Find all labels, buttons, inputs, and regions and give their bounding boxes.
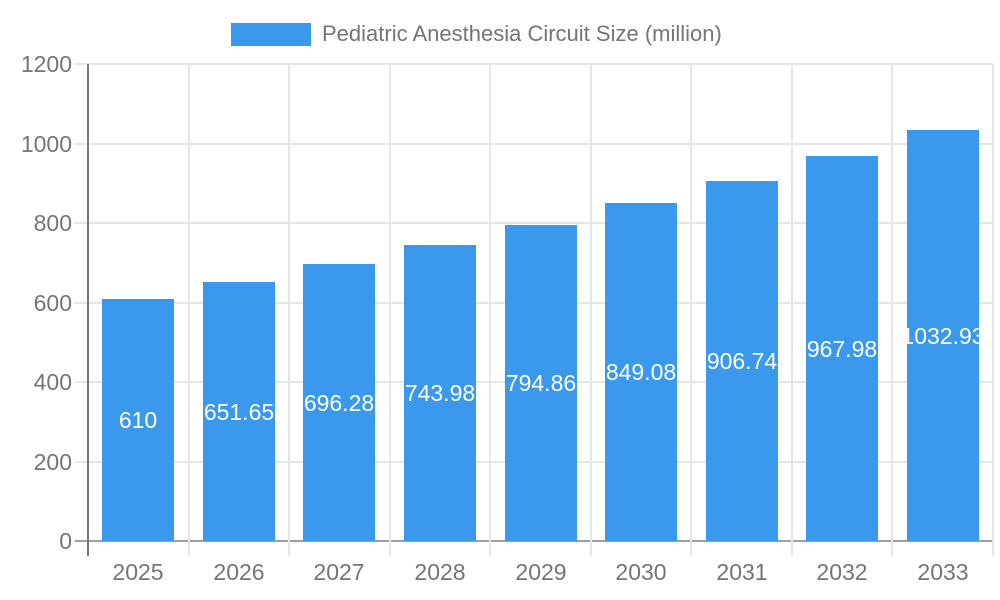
y-axis-tick-label: 200 <box>33 449 72 475</box>
legend-swatch-icon <box>231 22 311 46</box>
y-axis-tick-label: 600 <box>33 290 72 316</box>
category-gridline <box>992 64 994 556</box>
x-axis-tick-label: 2025 <box>112 559 164 585</box>
bar-value-label: 610 <box>118 407 158 433</box>
x-axis-tick-label: 2031 <box>716 559 768 585</box>
bar-value-label: 967.98 <box>806 336 878 362</box>
category-gridline <box>288 64 290 556</box>
bar-value-label: 849.08 <box>605 359 677 385</box>
y-axis-tick-label: 400 <box>33 369 72 395</box>
bar-2032[interactable] <box>806 156 878 541</box>
bar-2028[interactable] <box>404 245 476 541</box>
y-axis-line <box>87 64 89 556</box>
x-axis-tick-label: 2027 <box>313 559 365 585</box>
bar-value-label: 651.65 <box>203 399 275 425</box>
y-axis-tick-label: 0 <box>59 528 72 554</box>
category-gridline <box>489 64 491 556</box>
category-gridline <box>389 64 391 556</box>
x-axis-tick-label: 2028 <box>414 559 466 585</box>
bar-2027[interactable] <box>303 264 375 541</box>
category-gridline <box>188 64 190 556</box>
bar-value-label: 906.74 <box>706 348 778 374</box>
category-gridline <box>690 64 692 556</box>
bar-2033[interactable] <box>907 130 979 541</box>
bar-2029[interactable] <box>505 225 577 541</box>
y-gridline <box>75 143 993 145</box>
bar-2025[interactable] <box>102 299 174 541</box>
x-axis-tick-label: 2033 <box>917 559 969 585</box>
bar-value-label: 794.86 <box>505 370 577 396</box>
x-axis-tick-label: 2030 <box>615 559 667 585</box>
legend-label: Pediatric Anesthesia Circuit Size (milli… <box>322 21 722 46</box>
bar-2030[interactable] <box>605 203 677 541</box>
y-axis-tick-label: 800 <box>33 210 72 236</box>
y-gridline <box>75 222 993 224</box>
bar-value-label: 743.98 <box>404 380 476 406</box>
bar-value-label: 696.28 <box>303 390 375 416</box>
x-baseline <box>75 540 993 542</box>
category-gridline <box>791 64 793 556</box>
y-axis-tick-label: 1000 <box>20 131 72 157</box>
category-gridline <box>590 64 592 556</box>
y-gridline <box>75 63 993 65</box>
category-gridline <box>891 64 893 556</box>
x-axis-tick-label: 2029 <box>515 559 567 585</box>
legend[interactable]: Pediatric Anesthesia Circuit Size (milli… <box>231 21 722 47</box>
bar-2026[interactable] <box>203 282 275 541</box>
y-axis-tick-label: 1200 <box>20 51 72 77</box>
x-axis-tick-label: 2032 <box>816 559 868 585</box>
bar-2031[interactable] <box>706 181 778 541</box>
bar-value-label: 1032.93 <box>901 323 985 349</box>
x-axis-tick-label: 2026 <box>213 559 265 585</box>
